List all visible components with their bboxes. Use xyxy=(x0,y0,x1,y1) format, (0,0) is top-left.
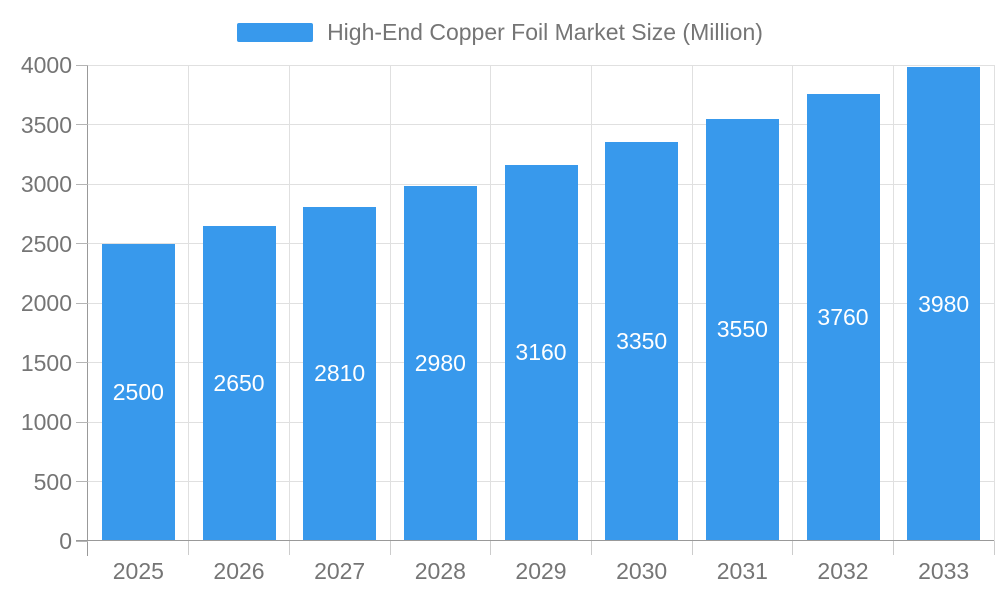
y-axis-tick xyxy=(76,183,88,185)
x-axis-tick xyxy=(389,541,391,555)
gridline-horizontal xyxy=(88,64,994,66)
y-axis-label: 4000 xyxy=(20,52,72,78)
y-axis-tick xyxy=(76,362,88,363)
bar[interactable]: 3160 xyxy=(504,164,578,541)
bar[interactable]: 2500 xyxy=(101,243,175,541)
x-axis-label: 2028 xyxy=(414,558,466,584)
bar-value-label: 3350 xyxy=(616,328,668,355)
x-axis-tick xyxy=(590,541,592,555)
bar[interactable]: 2810 xyxy=(303,206,377,541)
y-axis-tick xyxy=(76,540,88,542)
y-axis-tick xyxy=(76,124,88,125)
x-axis-tick xyxy=(892,541,894,555)
y-axis-line xyxy=(87,65,88,556)
y-axis-label: 1500 xyxy=(20,349,72,376)
bar-value-label: 3550 xyxy=(716,316,768,343)
bar-value-label: 2980 xyxy=(414,350,466,377)
gridline-vertical xyxy=(590,65,592,541)
bar-value-label: 3980 xyxy=(918,290,970,317)
gridline-vertical xyxy=(892,65,894,541)
x-axis-tick xyxy=(188,541,190,555)
bar[interactable]: 2650 xyxy=(202,225,276,541)
x-axis-label: 2029 xyxy=(515,558,567,584)
bar[interactable]: 3350 xyxy=(605,142,679,541)
legend-label: High-End Copper Foil Market Size (Millio… xyxy=(327,18,763,45)
gridline-vertical xyxy=(389,65,391,541)
chart-legend-item[interactable]: High-End Copper Foil Market Size (Millio… xyxy=(0,14,1000,50)
y-axis-tick xyxy=(76,243,88,244)
x-axis-line xyxy=(76,540,994,541)
y-axis-tick xyxy=(76,481,88,482)
y-axis-tick xyxy=(76,64,88,66)
bar[interactable]: 3760 xyxy=(806,93,880,541)
y-axis-label: 2500 xyxy=(20,230,72,257)
bar-value-label: 3160 xyxy=(515,339,567,366)
gridline-horizontal xyxy=(88,124,994,125)
bar-value-label: 3760 xyxy=(817,303,869,330)
bar-value-label: 2650 xyxy=(213,369,265,396)
x-axis-tick xyxy=(288,541,290,555)
x-axis-tick xyxy=(993,541,995,555)
x-axis-label: 2031 xyxy=(716,558,768,584)
y-axis-label: 0 xyxy=(59,528,72,554)
plot-area: 2500 2650 2810 2980 3160 3350 3550 3760 3980 xyxy=(88,64,995,541)
y-axis-label: 3500 xyxy=(20,111,72,138)
gridline-vertical xyxy=(288,65,290,541)
x-axis-label: 2027 xyxy=(314,558,366,584)
gridline-vertical xyxy=(792,65,794,541)
bar-value-label: 2810 xyxy=(314,360,366,387)
y-axis-tick xyxy=(76,302,88,304)
y-axis-label: 500 xyxy=(33,468,72,495)
gridline-vertical xyxy=(691,65,693,541)
y-axis-label: 3000 xyxy=(20,171,72,197)
gridline-vertical xyxy=(490,65,492,541)
bar[interactable]: 3550 xyxy=(705,118,779,541)
x-axis-tick xyxy=(490,541,492,555)
x-axis-tick xyxy=(691,541,693,555)
gridline-vertical xyxy=(188,65,190,541)
x-axis-label: 2025 xyxy=(112,558,164,584)
bar[interactable]: 2980 xyxy=(403,186,477,541)
y-axis-tick xyxy=(76,421,88,423)
y-axis-label: 1000 xyxy=(20,409,72,435)
x-axis-label: 2033 xyxy=(918,558,970,584)
y-axis-label: 2000 xyxy=(20,290,72,316)
bar-value-label: 2500 xyxy=(112,378,164,405)
x-axis-label: 2032 xyxy=(817,558,869,584)
legend-swatch xyxy=(237,22,314,42)
x-axis-label: 2026 xyxy=(213,558,265,584)
x-axis-tick xyxy=(792,541,794,555)
bar[interactable]: 3980 xyxy=(907,67,981,541)
x-axis-label: 2030 xyxy=(616,558,668,584)
gridline-vertical xyxy=(993,65,995,541)
